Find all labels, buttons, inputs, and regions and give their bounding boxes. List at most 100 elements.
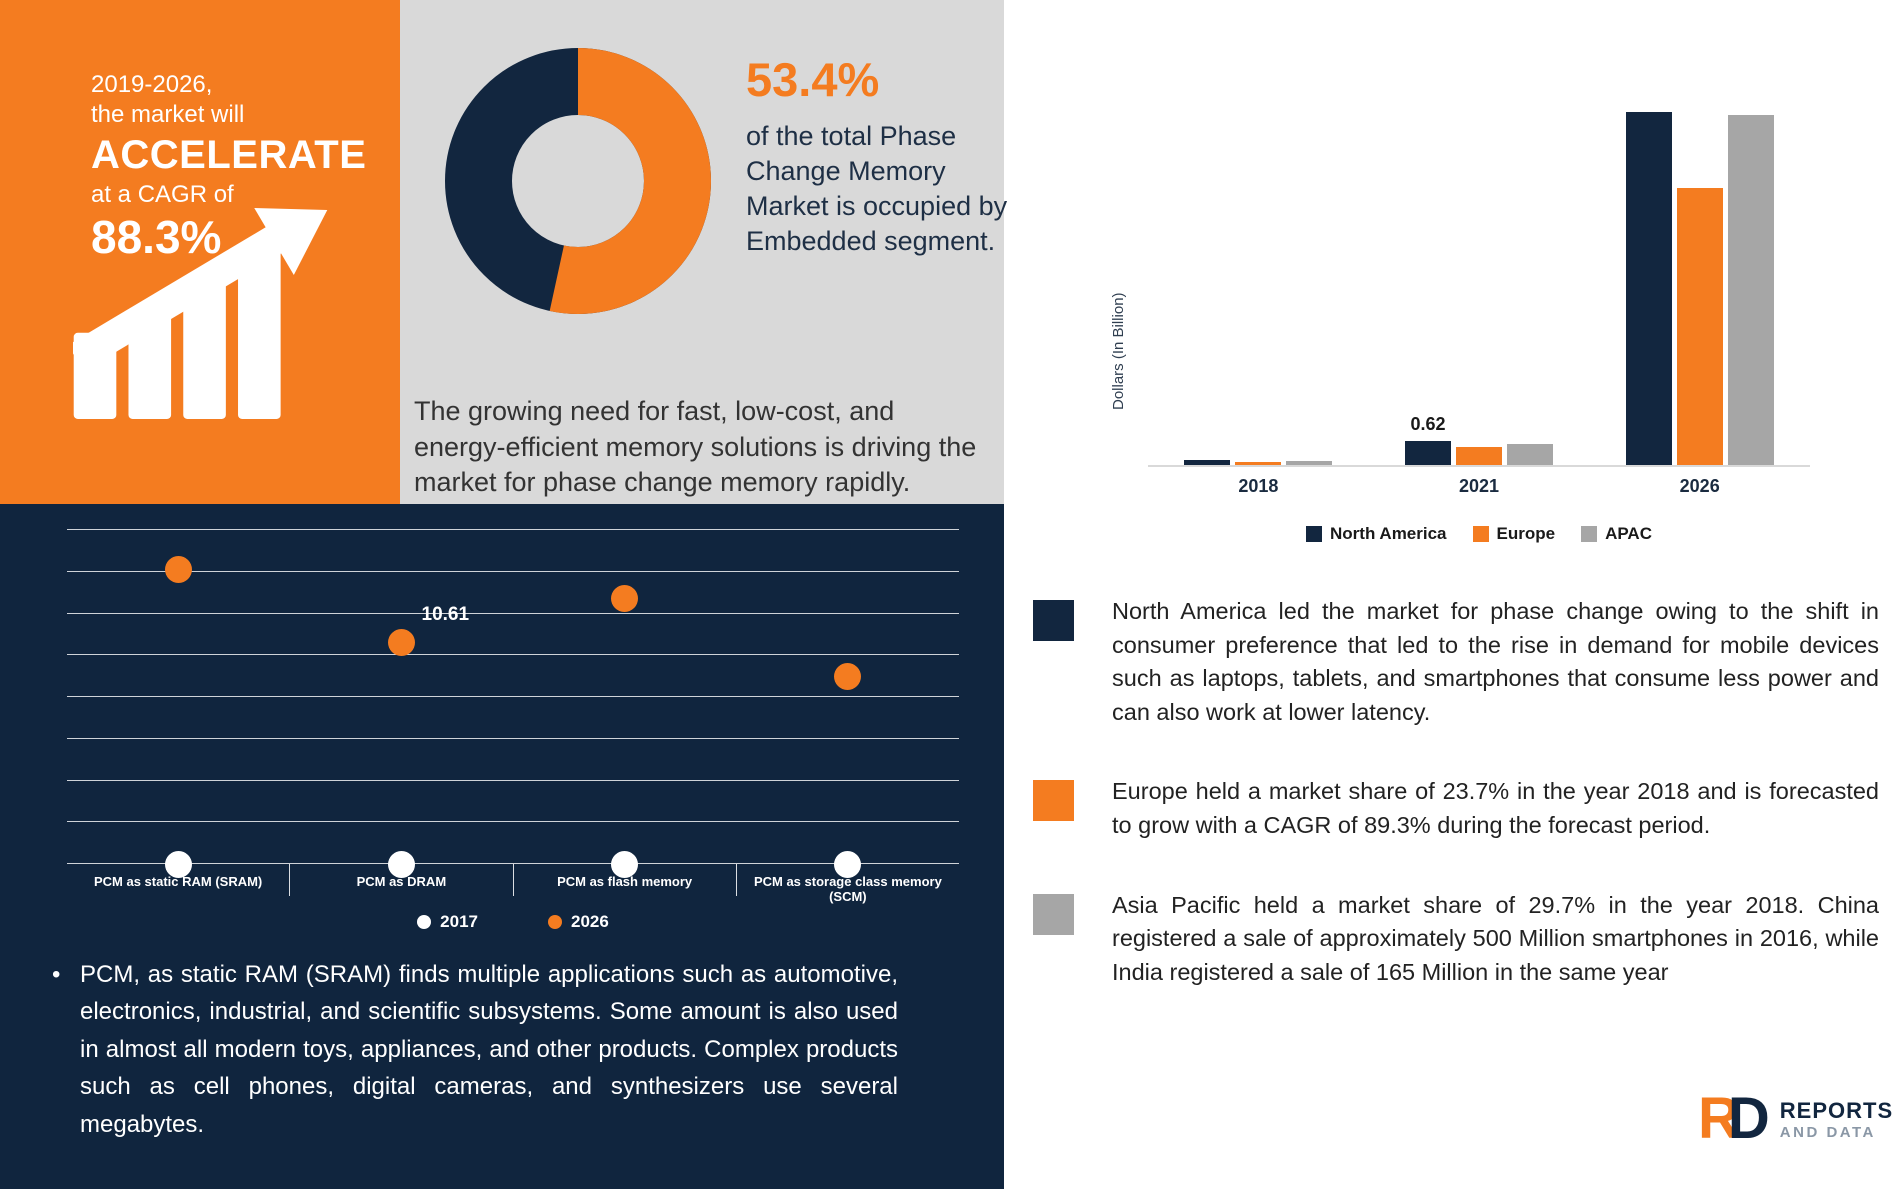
scatter-legend-label: 2017 [440, 912, 478, 931]
bar-legend-label: Europe [1496, 524, 1556, 543]
bar-chart-ylabel: Dollars (In Billion) [1110, 292, 1127, 410]
logo-monogram: RD [1698, 1090, 1770, 1148]
bar-xaxis: 2018 2021 2026 [1148, 476, 1810, 497]
cagr-value: 88.3% [91, 211, 222, 263]
scatter-dot-2017 [165, 850, 192, 878]
bar-group-2018 [1184, 460, 1333, 465]
cagr-line-market: the market will [91, 101, 245, 128]
logo-letter-r: R [1698, 1086, 1740, 1151]
bar-group-2021: 0.62 [1404, 414, 1553, 465]
bar-europe-2026 [1676, 187, 1723, 465]
growth-arrow-icon [73, 208, 328, 419]
bullet-marker: • [52, 961, 61, 988]
north-america-swatch [1033, 600, 1074, 641]
insight-apac: Asia Pacific held a market share of 29.7… [1033, 889, 1879, 990]
bar-europe-2018 [1235, 461, 1282, 465]
cagr-panel: 2019-2026, the market will ACCELERATE at… [0, 0, 400, 504]
scatter-plot: 10.61 [67, 529, 959, 878]
right-column: Dollars (In Billion) 0.62 2018 2021 2026 N… [1014, 0, 1903, 1189]
pcm-applications-panel: 10.61 PCM as static RAM (SRAM) PCM as DRA… [0, 504, 1004, 1189]
pcm-bullet: • PCM, as static RAM (SRAM) finds multip… [48, 956, 898, 1143]
embedded-share-panel: 53.4% of the total Phase Change Memory M… [400, 0, 1007, 504]
bar-value-label: 0.62 [1410, 414, 1446, 435]
bar-apac-2018 [1286, 461, 1333, 465]
reports-and-data-logo: RD REPORTS AND DATA [1698, 1090, 1893, 1148]
top-row: 2019-2026, the market will ACCELERATE at… [0, 0, 1007, 504]
scatter-legend-item: 2017 [417, 912, 478, 932]
bar-legend-item: APAC [1581, 524, 1652, 544]
left-column: 2019-2026, the market will ACCELERATE at… [0, 0, 1007, 1189]
legend-dot-icon [548, 915, 562, 929]
scatter-gridline [67, 654, 959, 656]
scatter-category-label: PCM as storage class memory (SCM) [753, 874, 942, 904]
scatter-dot-2017 [388, 850, 415, 878]
scatter-gridline [67, 529, 959, 530]
scatter-gridline [67, 696, 959, 697]
scatter-gridline [67, 612, 959, 614]
bar-plot: 0.62 [1148, 87, 1810, 467]
insight-north-america-text: North America led the market for phase c… [1112, 598, 1879, 725]
scatter-legend-item: 2026 [548, 912, 609, 932]
donut-segment-embedded [445, 48, 711, 314]
bar-legend-label: North America [1330, 524, 1447, 543]
legend-swatch-icon [1581, 526, 1598, 542]
cagr-accelerate: ACCELERATE [91, 133, 367, 177]
scatter-legend: 2017 2026 [67, 912, 959, 932]
scatter-category-row: PCM as static RAM (SRAM) PCM as DRAM PCM a… [67, 864, 959, 904]
donut-chart [445, 48, 711, 314]
insight-europe-text: Europe held a market share of 23.7% in t… [1112, 778, 1879, 838]
scatter-gridline [67, 737, 959, 739]
insight-europe: Europe held a market share of 23.7% in t… [1033, 775, 1879, 842]
scatter-gridline [67, 779, 959, 781]
scatter-dot-2026 [165, 556, 192, 584]
scatter-category-label: PCM as flash memory [514, 864, 737, 896]
bar-north-america-2018 [1184, 460, 1231, 465]
bar-xaxis-label: 2026 [1679, 476, 1720, 496]
bar-xaxis-label: 2021 [1458, 476, 1500, 496]
cagr-line-atcagr: at a CAGR of [91, 181, 234, 208]
logo-text: REPORTS AND DATA [1780, 1098, 1893, 1141]
scatter-gridline [67, 570, 959, 572]
scatter-dot-2017 [611, 850, 638, 878]
pcm-bullet-text: PCM, as static RAM (SRAM) finds multiple… [80, 961, 898, 1138]
scatter-dot-2017 [834, 850, 861, 878]
scatter-dot-2026 [834, 662, 861, 690]
embedded-share-value: 53.4% [746, 53, 880, 106]
donut-caption: 53.4% of the total Phase Change Memory M… [746, 52, 1008, 259]
bar-legend-label: APAC [1605, 524, 1652, 543]
embedded-share-description: of the total Phase Change Memory Market … [746, 121, 1008, 257]
scatter-category-label: PCM as static RAM (SRAM) [67, 864, 291, 896]
bar-north-america-2021: 0.62 [1404, 414, 1451, 465]
bar-north-america-2026 [1625, 111, 1672, 465]
scatter-category-label: PCM as DRAM [290, 864, 514, 896]
logo-letter-d: D [1727, 1086, 1770, 1151]
legend-swatch-icon [1306, 526, 1322, 542]
legend-swatch-icon [1472, 526, 1489, 542]
bar-legend: North America Europe APAC [1148, 524, 1810, 544]
insight-north-america: North America led the market for phase c… [1033, 595, 1879, 729]
scatter-gridline [67, 821, 959, 823]
logo-reports: REPORTS [1779, 1097, 1894, 1123]
panel-divider [1004, 0, 1014, 1189]
scatter-value-label: 10.61 [421, 603, 470, 625]
europe-swatch [1033, 780, 1074, 822]
bar-legend-item: North America [1306, 524, 1447, 544]
bar-legend-item: Europe [1472, 524, 1556, 544]
insight-apac-text: Asia Pacific held a market share of 29.7… [1112, 891, 1879, 985]
logo-and-data: AND DATA [1779, 1123, 1876, 1141]
cagr-line-years: 2019-2026, [91, 71, 213, 98]
bar-europe-2021 [1455, 446, 1502, 465]
scatter-gridline [67, 863, 959, 864]
scatter-legend-label: 2026 [571, 912, 609, 931]
market-driver-note: The growing need for fast, low-cost, and… [414, 396, 977, 498]
legend-dot-icon [417, 915, 432, 929]
cagr-text-block: 2019-2026, the market will ACCELERATE at… [91, 70, 366, 265]
scatter-dot-2026 [611, 585, 638, 613]
bar-group-2026 [1625, 111, 1774, 465]
regional-insights: North America led the market for phase c… [1033, 595, 1879, 1035]
apac-swatch [1033, 893, 1074, 935]
bar-apac-2021 [1506, 444, 1553, 465]
bar-xaxis-label: 2018 [1238, 476, 1279, 496]
bar-apac-2026 [1727, 115, 1774, 465]
